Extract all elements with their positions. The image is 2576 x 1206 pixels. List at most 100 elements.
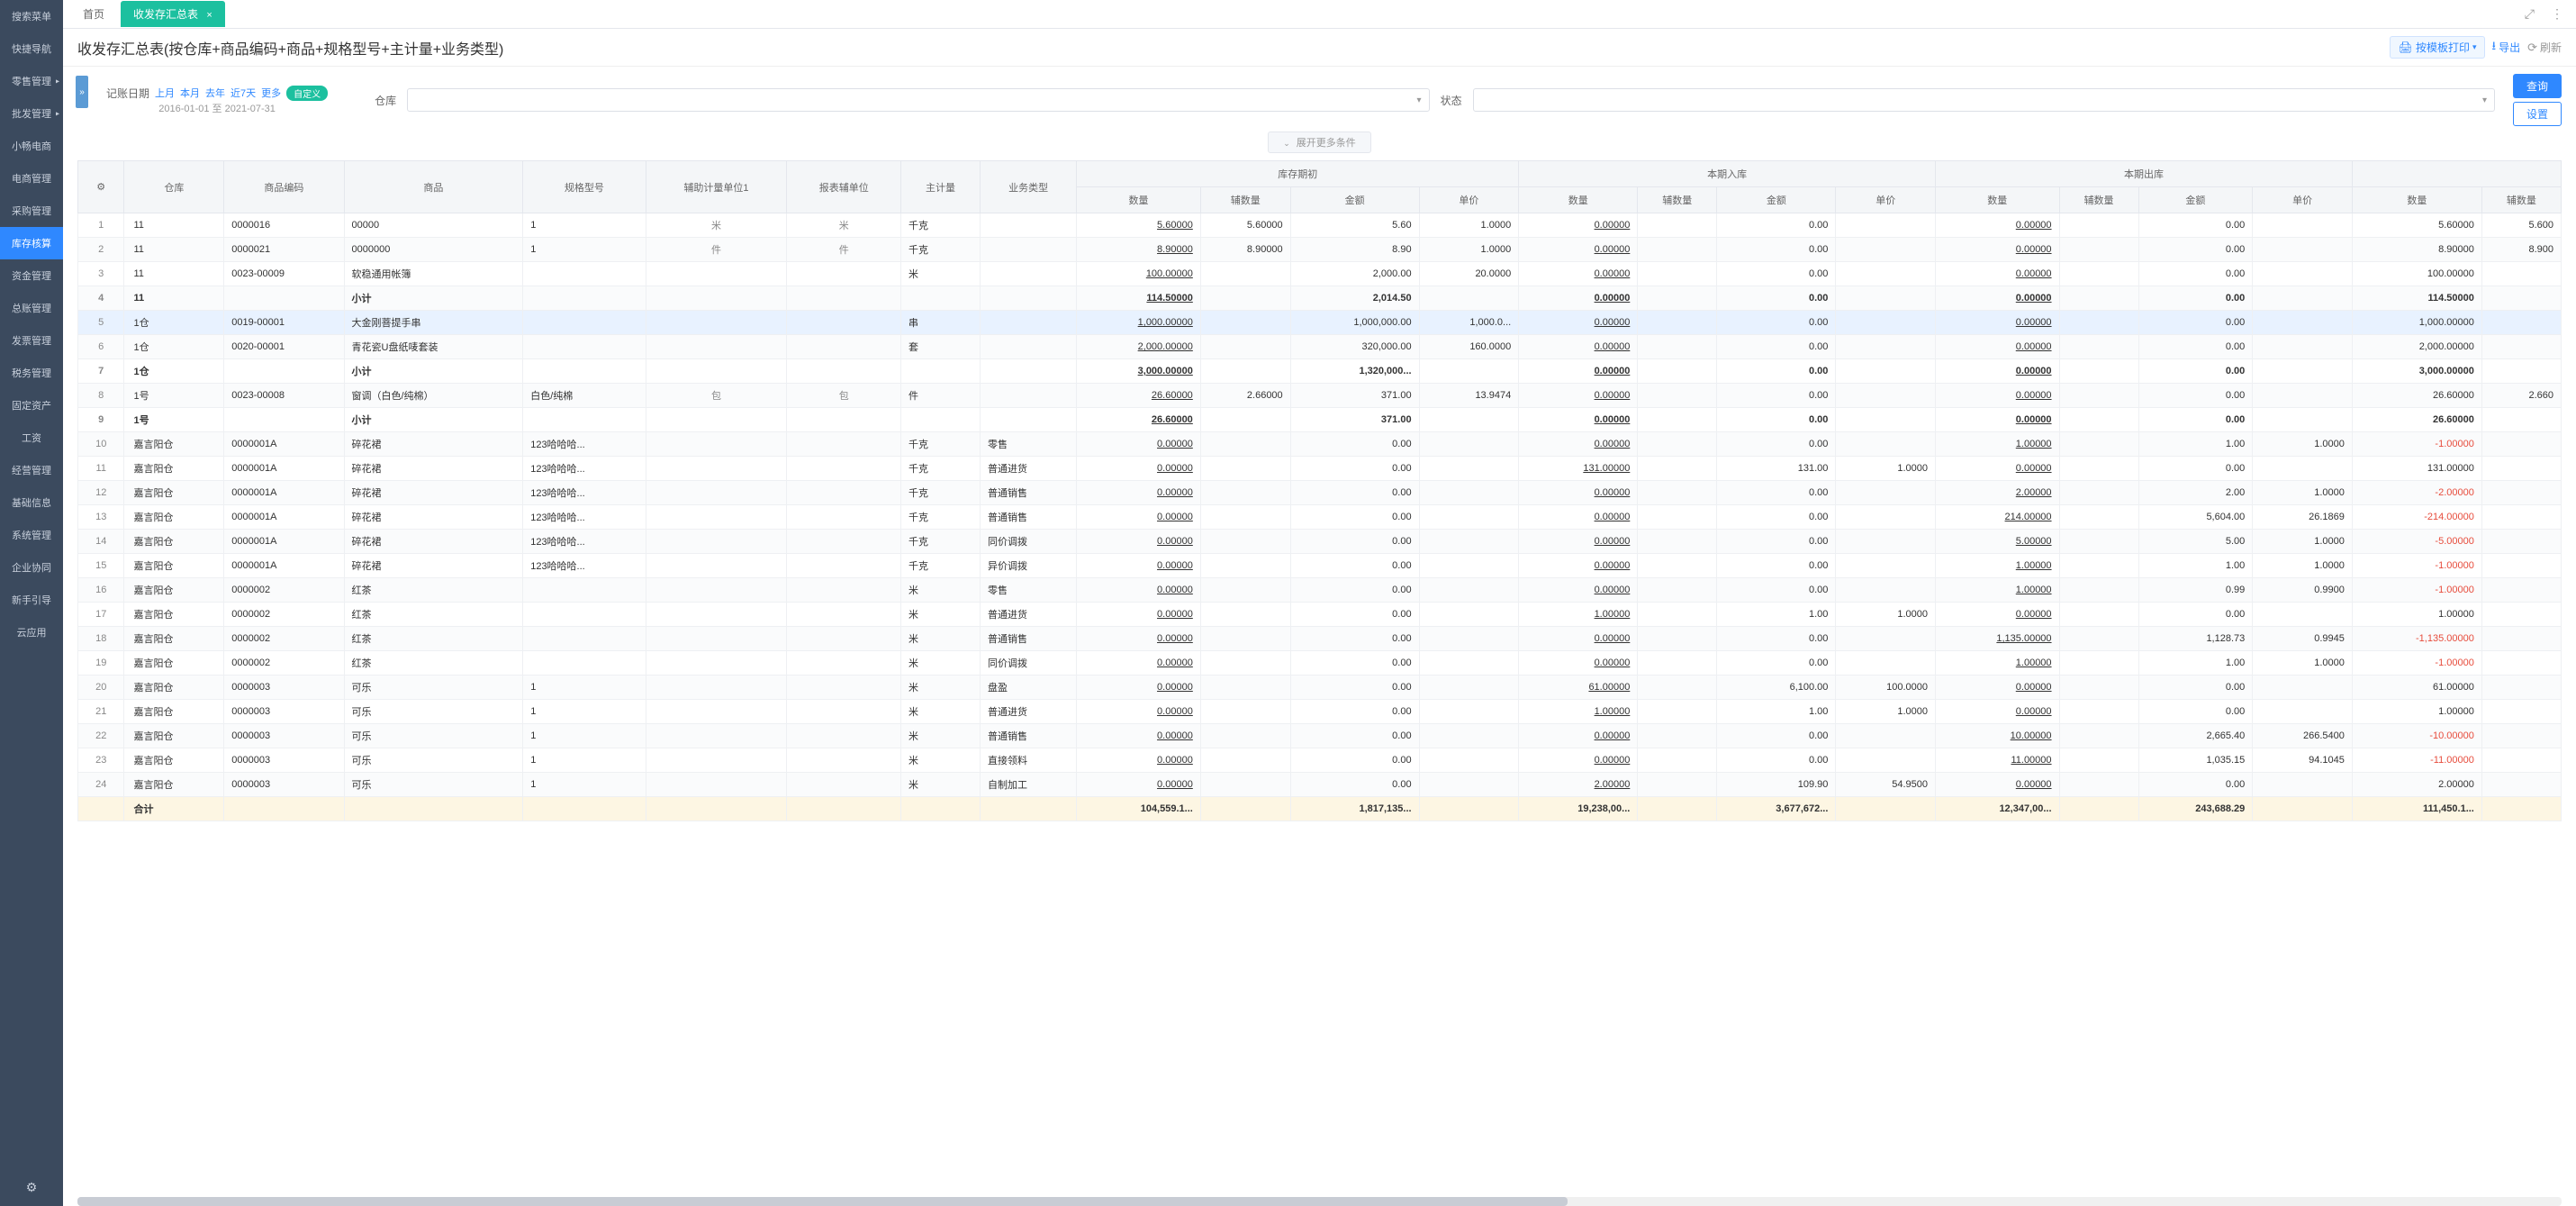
table-row[interactable]: 15嘉言阳仓0000001A碎花裙123哈哈哈...千克异价调拨0.000000… [78,554,2562,578]
drill-link[interactable]: 10.00000 [2011,730,2052,741]
warehouse-select[interactable]: ▾ [407,88,1429,112]
drill-link[interactable]: 1,000.00000 [1138,317,1193,328]
table-row[interactable]: 13嘉言阳仓0000001A碎花裙123哈哈哈...千克普通销售0.000000… [78,505,2562,530]
drill-link[interactable]: 0.00000 [1157,487,1193,498]
close-icon[interactable]: × [206,10,212,21]
drill-link[interactable]: 0.00000 [2016,414,2052,425]
expand-icon[interactable]: ⤢ [2519,5,2540,23]
drill-link[interactable]: 0.00000 [1595,512,1631,522]
date-quick-link[interactable]: 本月 [180,86,200,100]
drill-link[interactable]: 114.50000 [1146,293,1192,304]
table-row[interactable]: 21嘉言阳仓0000003可乐1米普通进货0.000000.001.000001… [78,700,2562,724]
drill-link[interactable]: 5.60000 [1157,220,1193,231]
sidebar-item[interactable]: 云应用 [0,616,63,648]
date-quick-link[interactable]: 更多 [261,86,281,100]
export-button[interactable]: ⭳ 导出 [2492,38,2521,58]
drill-link[interactable]: 0.00000 [1157,560,1193,571]
drill-link[interactable]: 0.00000 [1157,706,1193,717]
status-select[interactable]: ▾ [1473,88,2495,112]
drill-link[interactable]: 1.00000 [2016,560,2052,571]
drill-link[interactable]: 0.00000 [2016,682,2052,693]
table-row[interactable]: 23嘉言阳仓0000003可乐1米直接领料0.000000.000.000000… [78,748,2562,773]
table-row[interactable]: 18嘉言阳仓0000002红茶米普通销售0.000000.000.000000.… [78,627,2562,651]
sidebar-item[interactable]: 税务管理 [0,357,63,389]
drill-link[interactable]: 0.00000 [2016,293,2052,304]
table-row[interactable]: 3110023-00009软稳通用帐簿米100.000002,000.0020.… [78,262,2562,286]
custom-date-badge[interactable]: 自定义 [286,86,328,101]
drill-link[interactable]: 0.00000 [1595,414,1631,425]
sidebar-item[interactable]: 经营管理 [0,454,63,486]
sidebar-item[interactable]: 批发管理▸ [0,97,63,130]
drill-link[interactable]: 0.00000 [1595,585,1631,595]
more-icon[interactable]: ⋮ [2545,5,2569,23]
table-row[interactable]: 22嘉言阳仓0000003可乐1米普通销售0.000000.000.000000… [78,724,2562,748]
sidebar-item[interactable]: 系统管理 [0,519,63,551]
drill-link[interactable]: 0.00000 [1595,244,1631,255]
drill-link[interactable]: 0.00000 [1595,268,1631,279]
drill-link[interactable]: 2,000.00000 [1138,341,1193,352]
drill-link[interactable]: 1.00000 [2016,439,2052,449]
drill-link[interactable]: 100.00000 [1146,268,1193,279]
table-row[interactable]: 14嘉言阳仓0000001A碎花裙123哈哈哈...千克同价调拨0.000000… [78,530,2562,554]
drill-link[interactable]: 0.00000 [1157,633,1193,644]
drill-link[interactable]: 0.00000 [2016,268,2052,279]
drill-link[interactable]: 1.00000 [2016,657,2052,668]
drill-link[interactable]: 1.00000 [1595,706,1631,717]
drill-link[interactable]: 0.00000 [1595,755,1631,766]
drill-link[interactable]: 0.00000 [1595,317,1631,328]
drill-link[interactable]: 0.00000 [1595,730,1631,741]
drill-link[interactable]: 0.00000 [1157,755,1193,766]
drill-link[interactable]: 0.00000 [1595,220,1631,231]
table-row[interactable]: 12嘉言阳仓0000001A碎花裙123哈哈哈...千克普通销售0.000000… [78,481,2562,505]
sidebar-item[interactable]: 零售管理▸ [0,65,63,97]
table-row[interactable]: 91号小计26.60000371.000.000000.000.000000.0… [78,408,2562,432]
drill-link[interactable]: 0.00000 [1595,390,1631,401]
drill-link[interactable]: 214.00000 [2005,512,2052,522]
sidebar-item[interactable]: 总账管理 [0,292,63,324]
drill-link[interactable]: 0.00000 [1157,585,1193,595]
drill-link[interactable]: 3,000.00000 [1138,366,1193,376]
drill-link[interactable]: 0.00000 [1157,779,1193,790]
sidebar-item[interactable]: 电商管理 [0,162,63,195]
date-quick-link[interactable]: 近7天 [230,86,256,100]
drill-link[interactable]: 0.00000 [2016,390,2052,401]
date-quick-link[interactable]: 去年 [205,86,225,100]
table-row[interactable]: 71仓小计3,000.000001,320,000...0.000000.000… [78,359,2562,384]
drill-link[interactable]: 26.60000 [1152,414,1193,425]
drill-link[interactable]: 0.00000 [1595,657,1631,668]
table-row[interactable]: 19嘉言阳仓0000002红茶米同价调拨0.000000.000.000000.… [78,651,2562,676]
collapse-toggle[interactable]: » [76,76,88,108]
drill-link[interactable]: 0.00000 [1157,463,1193,474]
drill-link[interactable]: 0.00000 [1595,560,1631,571]
sidebar-item[interactable]: 固定资产 [0,389,63,422]
sidebar-item[interactable]: 发票管理 [0,324,63,357]
drill-link[interactable]: 0.00000 [2016,341,2052,352]
tab-active[interactable]: 收发存汇总表 × [121,1,225,27]
table-row[interactable]: 17嘉言阳仓0000002红茶米普通进货0.000000.001.000001.… [78,603,2562,627]
table-row[interactable]: 24嘉言阳仓0000003可乐1米自制加工0.000000.002.000001… [78,773,2562,797]
drill-link[interactable]: 61.00000 [1588,682,1630,693]
drill-link[interactable]: 0.00000 [1595,293,1631,304]
drill-link[interactable]: 0.00000 [2016,317,2052,328]
sidebar-item[interactable]: 采购管理 [0,195,63,227]
print-button[interactable]: 🖨 按模板打印 ▾ [2390,36,2484,59]
sidebar-item[interactable]: 搜索菜单 [0,0,63,32]
drill-link[interactable]: 0.00000 [2016,220,2052,231]
sidebar-item[interactable]: 新手引导 [0,584,63,616]
drill-link[interactable]: 0.00000 [1157,730,1193,741]
table-row[interactable]: 411小计114.500002,014.500.000000.000.00000… [78,286,2562,311]
table-container[interactable]: ⚙仓库商品编码商品规格型号辅助计量单位1报表辅单位主计量业务类型库存期初本期入库… [63,160,2576,1197]
drill-link[interactable]: 1.00000 [1595,609,1631,620]
drill-link[interactable]: 0.00000 [1157,439,1193,449]
drill-link[interactable]: 0.00000 [2016,366,2052,376]
drill-link[interactable]: 0.00000 [2016,609,2052,620]
drill-link[interactable]: 0.00000 [1595,366,1631,376]
sidebar-item[interactable]: 快捷导航 [0,32,63,65]
drill-link[interactable]: 0.00000 [1157,609,1193,620]
table-row[interactable]: 11嘉言阳仓0000001A碎花裙123哈哈哈...千克普通进货0.000000… [78,457,2562,481]
drill-link[interactable]: 0.00000 [1595,439,1631,449]
drill-link[interactable]: 2.00000 [1595,779,1631,790]
sidebar-item[interactable]: 企业协同 [0,551,63,584]
table-row[interactable]: 16嘉言阳仓0000002红茶米零售0.000000.000.000000.00… [78,578,2562,603]
drill-link[interactable]: 0.00000 [1157,512,1193,522]
